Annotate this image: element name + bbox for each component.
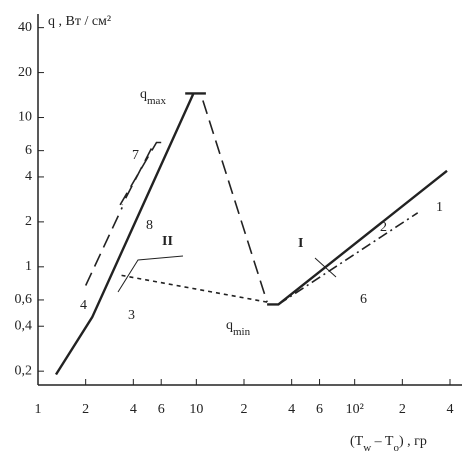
x-tick-label: 2 [399,402,406,417]
annotation: II [162,234,173,249]
x-axis-label-part: o [393,442,399,454]
y-tick-label: 40 [18,20,32,35]
annotation: 1 [436,200,443,215]
y-tick-label: 20 [18,65,32,80]
y-tick-label: 2 [25,214,32,229]
annotation-sub: max [147,95,166,107]
annotation: 4 [80,298,87,313]
x-axis-label-part: ) , гр [399,434,427,449]
y-tick-label: 0,4 [15,318,33,333]
annotation-text: 1 [436,200,443,215]
annotation: qmin [226,318,251,337]
x-tick-label: 4 [130,402,137,417]
x-tick-label: 4 [288,402,295,417]
annotation-text: 8 [146,218,153,233]
y-tick-label: 10 [18,110,32,125]
annotation-text: q [226,318,233,333]
annotation-text: 2 [380,220,387,235]
y-tick-label: 6 [25,143,32,158]
data-line [267,169,448,306]
y-tick-label: 0,2 [15,363,33,378]
x-tick-label: 1 [35,402,42,417]
x-axis-label: (Tw – To) , гр [350,434,427,453]
data-line [54,92,195,376]
x-tick-label: 6 [316,402,323,417]
x-tick-label: 6 [158,402,165,417]
annotation-text: 3 [128,308,135,323]
annotation-text: q [140,87,147,102]
annotation-text: 4 [80,298,87,313]
x-tick-label: 10² [346,402,364,417]
x-tick-label: 4 [447,402,454,417]
y-axis-label: q , Вт / см² [48,14,111,29]
x-tick-label: 10 [189,402,203,417]
data-line [202,100,268,303]
annotation-text: 6 [360,292,367,307]
data-line [277,212,419,306]
annotation: 2 [380,220,387,235]
leader-line [117,255,184,293]
annotation-sub: min [233,326,251,338]
annotation: qmax [140,87,166,106]
annotation: 6 [360,292,367,307]
annotation-text: II [162,234,173,249]
x-tick-label: 2 [241,402,248,417]
annotation-text: I [298,236,303,251]
y-tick-label: 0,6 [15,292,33,307]
data-line [119,274,268,303]
annotation: I [298,236,303,251]
data-line [119,141,162,206]
data-line [121,148,153,206]
annotation-text: 7 [132,148,139,163]
annotation: 3 [128,308,135,323]
data-line [84,207,123,286]
y-tick-label: 4 [25,169,32,184]
annotation: 8 [146,218,153,233]
y-tick-label: 1 [25,259,32,274]
x-axis-label-part: – T [371,434,394,449]
x-axis-label-part: w [363,442,371,454]
x-axis-label-part: (T [350,434,364,449]
annotation: 7 [132,148,139,163]
x-tick-label: 2 [82,402,89,417]
